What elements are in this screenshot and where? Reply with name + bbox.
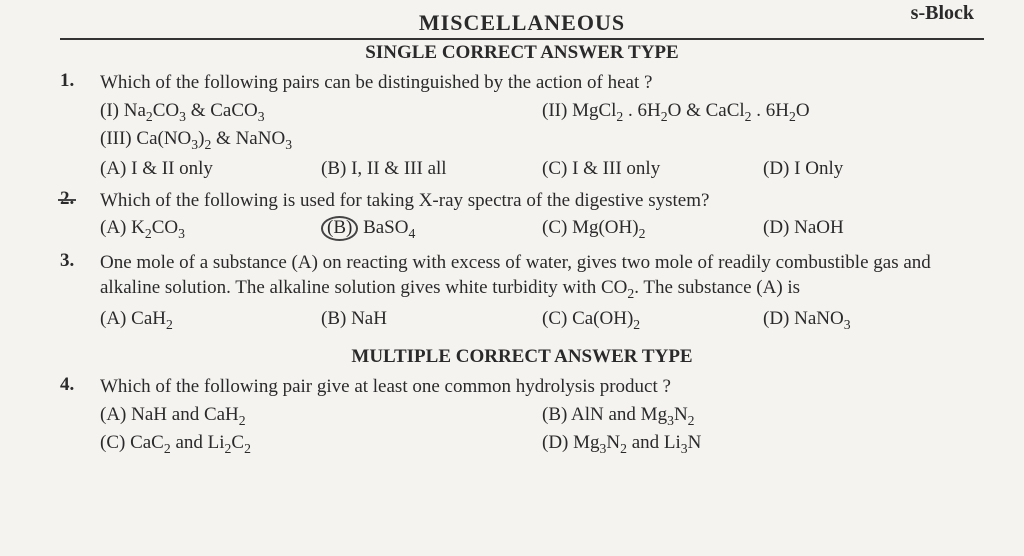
- section-heading-1: SINGLE CORRECT ANSWER TYPE: [60, 42, 984, 64]
- option-d: (D) I Only: [763, 156, 984, 182]
- question-2: 2. Which of the following is used for ta…: [60, 188, 984, 244]
- roman-option-2: (II) MgCl2 . 6H2O & CaCl2 . 6H2O: [542, 98, 984, 126]
- option-c: (C) Ca(OH)2: [542, 306, 763, 334]
- option-a: (A) CaH2: [100, 306, 321, 334]
- roman-option-3: (III) Ca(NO3)2 & NaNO3: [100, 126, 542, 154]
- question-text: Which of the following pairs can be dist…: [100, 70, 984, 96]
- option-c: (C) Mg(OH)2: [542, 215, 763, 243]
- question-4: 4. Which of the following pair give at l…: [60, 374, 984, 458]
- divider: [60, 38, 984, 40]
- option-d: (D) NaOH: [763, 215, 984, 243]
- option-a: (A) I & II only: [100, 156, 321, 182]
- question-number: 1.: [60, 70, 100, 182]
- option-c: (C) CaC2 and Li2C2: [100, 430, 542, 458]
- option-b: (B) AlN and Mg3N2: [542, 402, 984, 430]
- chapter-label: s-Block: [911, 2, 974, 25]
- option-b: (B) NaH: [321, 306, 542, 334]
- option-b: (B) BaSO4: [321, 215, 542, 243]
- main-heading: MISCELLANEOUS: [60, 10, 984, 36]
- option-b: (B) I, II & III all: [321, 156, 542, 182]
- roman-option-1: (I) Na2CO3 & CaCO3: [100, 98, 542, 126]
- question-1: 1. Which of the following pairs can be d…: [60, 70, 984, 182]
- option-a: (A) NaH and CaH2: [100, 402, 542, 430]
- option-c: (C) I & III only: [542, 156, 763, 182]
- option-d: (D) NaNO3: [763, 306, 984, 334]
- question-number: 4.: [60, 374, 100, 458]
- question-number: 2.: [60, 188, 100, 244]
- question-text: Which of the following pair give at leas…: [100, 374, 984, 400]
- question-text: Which of the following is used for takin…: [100, 188, 984, 214]
- question-text: One mole of a substance (A) on reacting …: [100, 250, 984, 304]
- question-3: 3. One mole of a substance (A) on reacti…: [60, 250, 984, 334]
- option-d: (D) Mg3N2 and Li3N: [542, 430, 984, 458]
- section-heading-2: MULTIPLE CORRECT ANSWER TYPE: [60, 346, 984, 368]
- option-a: (A) K2CO3: [100, 215, 321, 243]
- question-number: 3.: [60, 250, 100, 334]
